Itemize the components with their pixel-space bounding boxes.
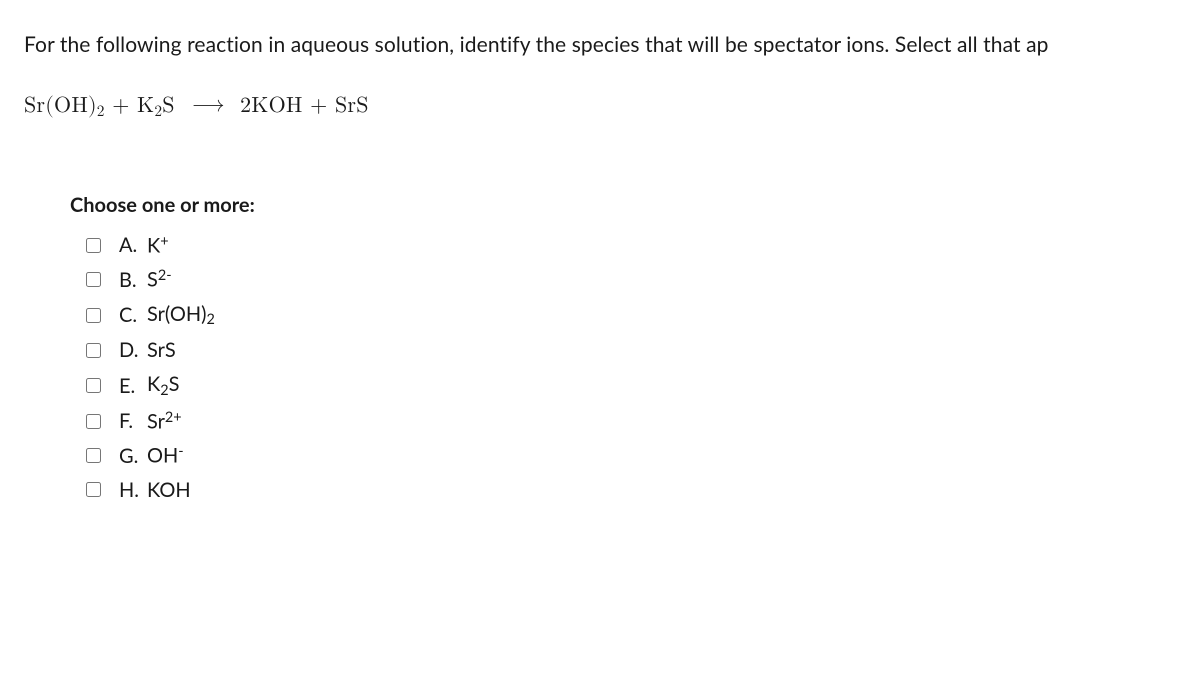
- option-row: A.K+: [70, 233, 1175, 257]
- option-label: Sr(OH)2: [147, 302, 215, 329]
- option-label: K+: [147, 233, 169, 257]
- question-container: For the following reaction in aqueous so…: [0, 0, 1199, 536]
- option-row: C.Sr(OH)2: [70, 302, 1175, 329]
- option-letter: D.: [119, 338, 141, 362]
- options-list: A.K+B.S2-C.Sr(OH)2D.SrSE.K2SF.Sr2+G.OH-H…: [70, 233, 1175, 502]
- option-row: B.S2-: [70, 267, 1175, 291]
- option-letter: E.: [119, 374, 141, 398]
- option-checkbox-e[interactable]: [86, 378, 101, 393]
- option-label: S2-: [147, 267, 172, 291]
- option-row: D.SrS: [70, 338, 1175, 362]
- option-label: SrS: [147, 338, 176, 362]
- choose-title: Choose one or more:: [70, 193, 1175, 217]
- option-label: Sr2+: [147, 409, 182, 433]
- option-row: F.Sr2+: [70, 409, 1175, 433]
- option-letter: A.: [119, 233, 141, 257]
- choose-section: Choose one or more: A.K+B.S2-C.Sr(OH)2D.…: [70, 193, 1175, 502]
- option-checkbox-h[interactable]: [86, 482, 101, 497]
- option-label: K2S: [147, 372, 179, 399]
- option-label: OH-: [147, 443, 184, 467]
- reaction-equation: Sr(OH)2 + K2S ⟶ 2KOH + SrS: [24, 93, 1175, 121]
- option-checkbox-b[interactable]: [86, 272, 101, 287]
- option-row: H.KOH: [70, 478, 1175, 502]
- option-letter: H.: [119, 478, 141, 502]
- option-letter: G.: [119, 444, 141, 468]
- option-checkbox-a[interactable]: [86, 238, 101, 253]
- option-letter: C.: [119, 303, 141, 327]
- option-label: KOH: [147, 478, 191, 502]
- option-row: G.OH-: [70, 443, 1175, 467]
- option-letter: B.: [119, 268, 141, 292]
- option-checkbox-g[interactable]: [86, 448, 101, 463]
- option-checkbox-d[interactable]: [86, 343, 101, 358]
- option-checkbox-f[interactable]: [86, 414, 101, 429]
- question-prompt: For the following reaction in aqueous so…: [24, 32, 1175, 57]
- option-checkbox-c[interactable]: [86, 308, 101, 323]
- option-row: E.K2S: [70, 372, 1175, 399]
- option-letter: F.: [119, 409, 141, 433]
